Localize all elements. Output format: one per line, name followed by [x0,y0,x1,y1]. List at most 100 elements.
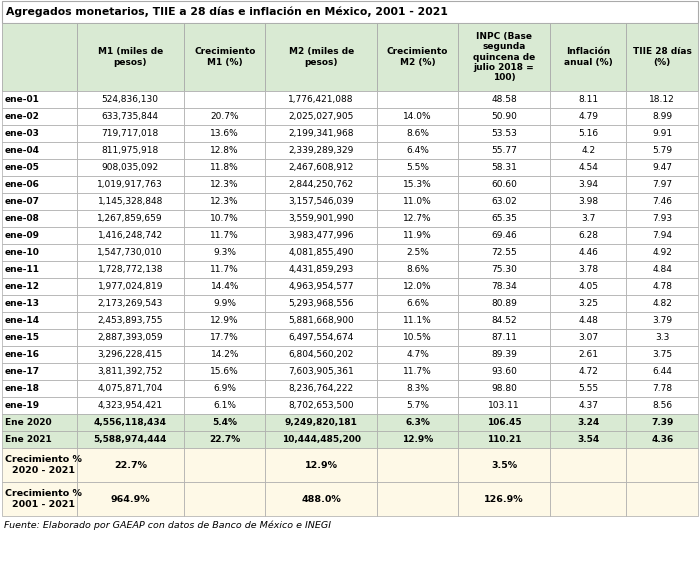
Bar [377,261,458,278]
Bar [265,159,377,176]
Text: 1,145,328,848: 1,145,328,848 [97,197,163,206]
Bar [184,431,265,448]
Text: 3.78: 3.78 [578,265,598,274]
Text: Crecimiento
M2 (%): Crecimiento M2 (%) [387,47,448,67]
Bar [458,91,550,108]
Text: 8,236,764,222: 8,236,764,222 [288,384,354,393]
Bar [377,448,458,482]
Text: 84.52: 84.52 [491,316,517,325]
Bar [377,91,458,108]
Text: ene-06: ene-06 [5,180,40,189]
Bar [265,431,377,448]
Bar [265,346,377,363]
Bar [377,176,458,193]
Text: 4.36: 4.36 [651,435,673,444]
Text: 14.4%: 14.4% [211,282,239,291]
Text: 5.79: 5.79 [652,146,672,155]
Bar [550,176,626,193]
Text: 1,267,859,659: 1,267,859,659 [97,214,163,223]
Text: 8.11: 8.11 [578,95,598,104]
Bar [2,91,76,108]
Bar [458,159,550,176]
Bar [2,1,698,23]
Bar [76,91,184,108]
Text: ene-14: ene-14 [5,316,40,325]
Bar [626,278,698,295]
Text: 3.79: 3.79 [652,316,672,325]
Bar [76,431,184,448]
Text: 1,977,024,819: 1,977,024,819 [97,282,163,291]
Text: 10.7%: 10.7% [210,214,239,223]
Text: 2,887,393,059: 2,887,393,059 [97,333,163,342]
Bar [184,159,265,176]
Text: 3.07: 3.07 [578,333,598,342]
Text: 98.80: 98.80 [491,384,517,393]
Text: 11.7%: 11.7% [403,367,432,376]
Text: 11.8%: 11.8% [210,163,239,172]
Bar [458,363,550,380]
Text: 5,588,974,444: 5,588,974,444 [94,435,167,444]
Text: TIIE 28 días
(%): TIIE 28 días (%) [633,47,692,67]
Bar [2,227,76,244]
Text: ene-07: ene-07 [5,197,40,206]
Bar [550,244,626,261]
Bar [377,244,458,261]
Text: 719,717,018: 719,717,018 [102,129,159,138]
Bar [184,312,265,329]
Text: 2,199,341,968: 2,199,341,968 [288,129,354,138]
Bar [184,108,265,125]
Text: 9.47: 9.47 [652,163,672,172]
Bar [184,482,265,516]
Bar [550,380,626,397]
Bar [626,414,698,431]
Bar [550,295,626,312]
Bar [184,227,265,244]
Text: 2,173,269,543: 2,173,269,543 [97,299,163,308]
Text: 8.3%: 8.3% [406,384,429,393]
Text: 15.3%: 15.3% [403,180,432,189]
Bar [2,193,76,210]
Bar [265,295,377,312]
Bar [458,346,550,363]
Text: 4.82: 4.82 [652,299,672,308]
Text: 3.24: 3.24 [577,418,599,427]
Text: 55.77: 55.77 [491,146,517,155]
Bar [550,142,626,159]
Bar [626,210,698,227]
Text: 4,323,954,421: 4,323,954,421 [98,401,163,410]
Text: 4.05: 4.05 [578,282,598,291]
Bar [76,193,184,210]
Text: 4,431,859,293: 4,431,859,293 [288,265,354,274]
Text: 12.3%: 12.3% [211,180,239,189]
Bar [184,380,265,397]
Bar [76,414,184,431]
Text: 4.79: 4.79 [578,112,598,121]
Text: 9.3%: 9.3% [214,248,236,257]
Text: 103.11: 103.11 [489,401,520,410]
Text: 6.28: 6.28 [578,231,598,240]
Text: Agregados monetarios, TIIE a 28 días e inflación en México, 2001 - 2021: Agregados monetarios, TIIE a 28 días e i… [6,7,448,18]
Bar [458,193,550,210]
Text: 4.46: 4.46 [578,248,598,257]
Text: 1,416,248,742: 1,416,248,742 [98,231,163,240]
Bar [265,210,377,227]
Bar [184,278,265,295]
Bar [458,448,550,482]
Text: Inflación
anual (%): Inflación anual (%) [564,47,612,67]
Bar [76,312,184,329]
Bar [2,278,76,295]
Bar [550,431,626,448]
Text: 22.7%: 22.7% [209,435,240,444]
Text: Crecimiento
M1 (%): Crecimiento M1 (%) [194,47,256,67]
Text: 106.45: 106.45 [486,418,522,427]
Text: 6.9%: 6.9% [214,384,236,393]
Bar [377,142,458,159]
Bar [184,91,265,108]
Bar [265,227,377,244]
Bar [265,482,377,516]
Bar [626,142,698,159]
Bar [265,91,377,108]
Bar [2,295,76,312]
Text: 3.25: 3.25 [578,299,598,308]
Text: 4.54: 4.54 [578,163,598,172]
